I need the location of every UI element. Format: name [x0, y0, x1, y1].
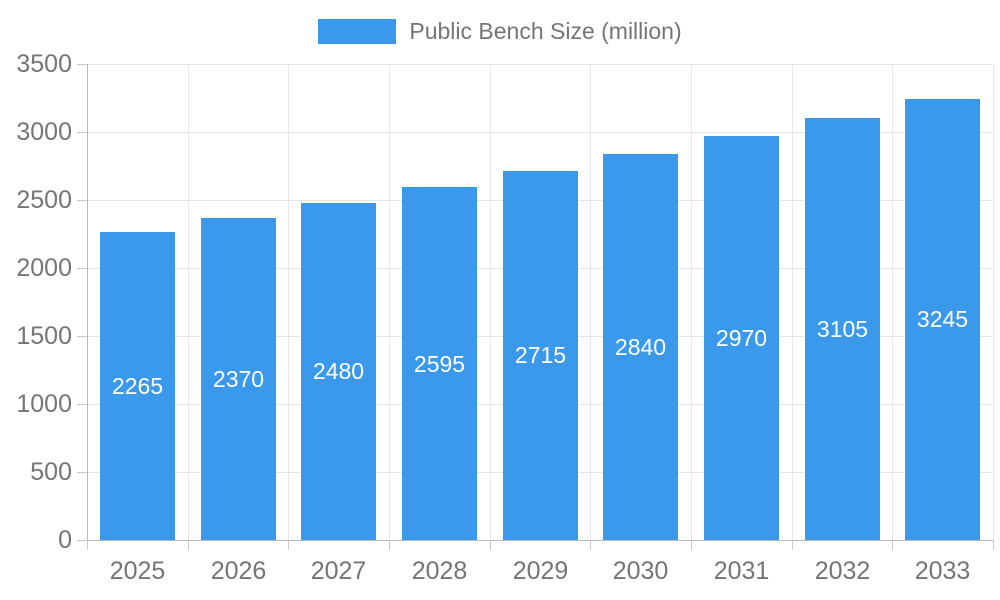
y-tick-label: 0	[58, 526, 72, 554]
bar-value-label: 2970	[715, 325, 768, 351]
gridline-vertical	[188, 64, 189, 540]
bar[interactable]	[201, 218, 276, 540]
y-tick-label: 500	[30, 458, 72, 486]
x-tick-mark	[288, 540, 289, 550]
bar[interactable]	[301, 203, 376, 540]
x-tick-mark	[590, 540, 591, 550]
bar-value-label: 3245	[916, 306, 969, 332]
y-tick-label: 3500	[16, 50, 72, 78]
bar[interactable]	[503, 171, 578, 540]
y-tick-mark	[77, 336, 87, 337]
x-tick-mark	[792, 540, 793, 550]
gridline-horizontal	[87, 64, 993, 65]
x-tick-label: 2027	[310, 557, 367, 585]
chart-legend[interactable]: Public Bench Size (million)	[0, 14, 1000, 48]
y-tick-mark	[77, 472, 87, 473]
bar-value-label: 2715	[514, 342, 567, 368]
y-tick-mark	[77, 404, 87, 405]
y-tick-label: 2000	[16, 254, 72, 282]
y-tick-mark	[77, 540, 87, 541]
y-tick-label: 1500	[16, 322, 72, 350]
bar-value-label: 2370	[212, 366, 265, 392]
gridline-vertical	[993, 64, 994, 540]
x-tick-mark	[188, 540, 189, 550]
x-tick-label: 2032	[814, 557, 871, 585]
bar[interactable]	[704, 136, 779, 540]
legend-label: Public Bench Size (million)	[409, 17, 682, 44]
x-tick-label: 2026	[210, 557, 267, 585]
gridline-vertical	[389, 64, 390, 540]
x-axis-line	[87, 540, 993, 541]
bar-value-label: 3105	[816, 316, 869, 342]
x-tick-label: 2030	[612, 557, 669, 585]
y-tick-mark	[77, 132, 87, 133]
bar[interactable]	[100, 232, 175, 540]
y-tick-label: 3000	[16, 118, 72, 146]
x-tick-label: 2031	[713, 557, 770, 585]
bar[interactable]	[603, 154, 678, 540]
bar[interactable]	[905, 99, 980, 540]
x-tick-label: 2025	[109, 557, 166, 585]
x-tick-mark	[892, 540, 893, 550]
y-tick-label: 2500	[16, 186, 72, 214]
gridline-vertical	[691, 64, 692, 540]
x-tick-label: 2028	[411, 557, 468, 585]
bar[interactable]	[402, 187, 477, 540]
gridline-vertical	[288, 64, 289, 540]
x-tick-mark	[691, 540, 692, 550]
y-tick-mark	[77, 268, 87, 269]
x-tick-mark	[490, 540, 491, 550]
bar[interactable]	[805, 118, 880, 540]
bar-value-label: 2265	[111, 373, 164, 399]
gridline-vertical	[792, 64, 793, 540]
x-tick-label: 2029	[512, 557, 569, 585]
gridline-horizontal	[87, 132, 993, 133]
legend-color-swatch	[318, 18, 397, 44]
bar-value-label: 2480	[312, 358, 365, 384]
y-tick-label: 1000	[16, 390, 72, 418]
y-tick-mark	[77, 200, 87, 201]
bar-value-label: 2595	[413, 351, 466, 377]
x-tick-mark	[389, 540, 390, 550]
bar-value-label: 2840	[614, 334, 667, 360]
x-tick-mark	[87, 540, 88, 550]
y-tick-mark	[77, 64, 87, 65]
gridline-vertical	[490, 64, 491, 540]
gridline-vertical	[590, 64, 591, 540]
gridline-vertical	[892, 64, 893, 540]
x-tick-mark	[993, 540, 994, 550]
y-axis-line	[87, 64, 88, 540]
x-tick-label: 2033	[914, 557, 971, 585]
